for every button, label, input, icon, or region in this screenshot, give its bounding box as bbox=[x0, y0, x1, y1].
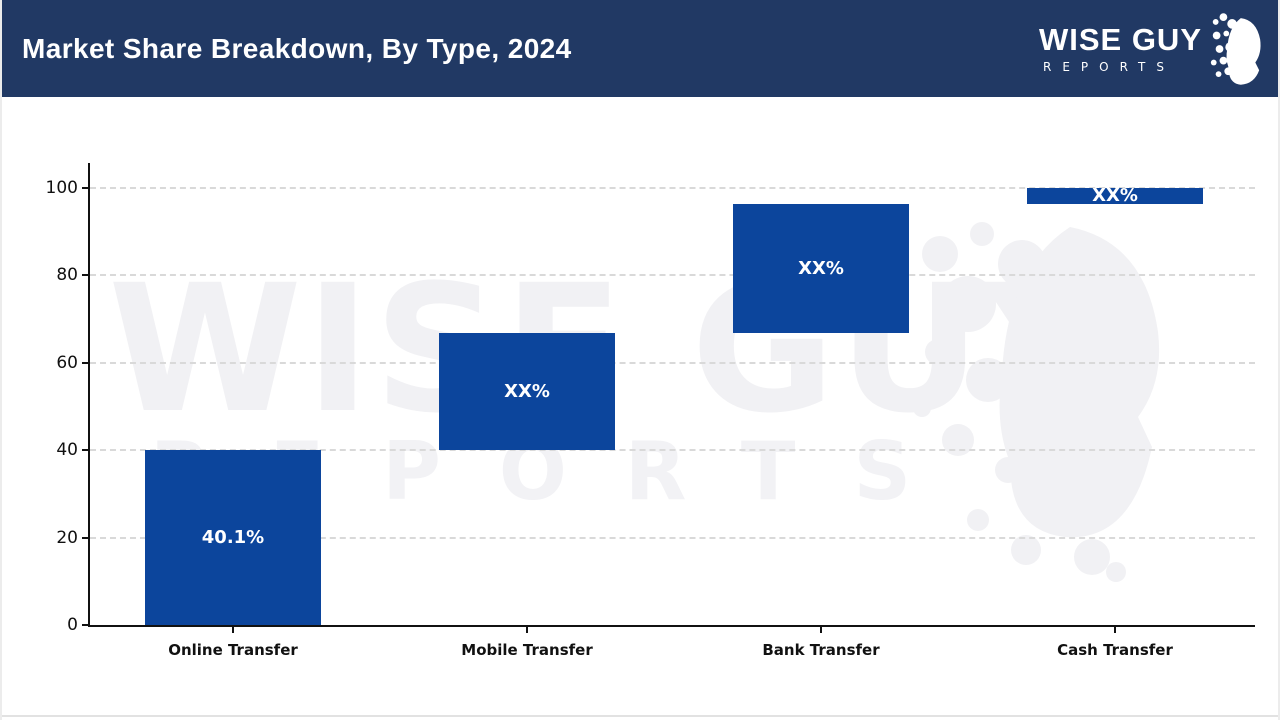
x-label-online-transfer: Online Transfer bbox=[168, 641, 298, 659]
watermark-head-icon bbox=[913, 222, 1160, 582]
y-tick-label-40: 40 bbox=[56, 440, 78, 460]
gridline-y-100 bbox=[90, 186, 1255, 189]
y-tick-label-100: 100 bbox=[45, 177, 78, 198]
x-tick-mark-online-transfer bbox=[232, 625, 234, 633]
y-tick-label-80: 80 bbox=[56, 265, 78, 285]
y-tick-label-60: 60 bbox=[56, 352, 78, 373]
y-tick-mark-80 bbox=[82, 274, 90, 276]
header-bar: Market Share Breakdown, By Type, 2024 WI… bbox=[2, 0, 1278, 97]
y-tick-mark-40 bbox=[82, 449, 90, 451]
y-tick-label-0: 0 bbox=[67, 615, 78, 635]
logo-subtitle: REPORTS bbox=[1042, 59, 1175, 74]
gridline-y-60 bbox=[90, 361, 1255, 364]
y-tick-mark-20 bbox=[82, 536, 90, 539]
bar-cash-transfer: XX% bbox=[1027, 187, 1203, 205]
y-tick-label-20: 20 bbox=[56, 527, 78, 548]
bar-bank-transfer: XX% bbox=[733, 204, 909, 334]
bar-mobile-transfer: XX% bbox=[439, 333, 615, 450]
chart-title: Market Share Breakdown, By Type, 2024 bbox=[22, 32, 572, 64]
gridline-y-20 bbox=[90, 536, 1255, 539]
logo-wordmark: WISE GUY bbox=[1038, 21, 1202, 57]
x-tick-mark-bank-transfer bbox=[820, 625, 822, 633]
x-axis-line bbox=[88, 625, 1255, 627]
y-tick-mark-0 bbox=[82, 624, 90, 626]
x-label-cash-transfer: Cash Transfer bbox=[1057, 641, 1173, 659]
wiseguy-head-icon bbox=[1210, 12, 1261, 85]
x-tick-mark-cash-transfer bbox=[1114, 625, 1116, 633]
x-label-bank-transfer: Bank Transfer bbox=[762, 641, 880, 659]
figure-bottom-border bbox=[2, 715, 1278, 717]
bar-online-transfer: 40.1% bbox=[145, 449, 321, 625]
bar-value-label-online-transfer: 40.1% bbox=[201, 526, 265, 548]
gridline-y-40 bbox=[90, 449, 1255, 451]
x-label-mobile-transfer: Mobile Transfer bbox=[461, 641, 593, 659]
bar-value-label-cash-transfer: XX% bbox=[1092, 187, 1138, 205]
bar-value-label-bank-transfer: XX% bbox=[798, 258, 844, 280]
y-tick-mark-60 bbox=[82, 361, 90, 364]
y-tick-mark-100 bbox=[82, 186, 90, 189]
bar-value-label-mobile-transfer: XX% bbox=[504, 380, 550, 402]
y-axis-line bbox=[88, 163, 90, 627]
wiseguy-logo: WISE GUY REPORTS bbox=[1039, 10, 1264, 88]
logo-text: WISE GUY REPORTS bbox=[1039, 24, 1202, 74]
gridline-y-80 bbox=[90, 274, 1255, 276]
x-tick-mark-mobile-transfer bbox=[526, 625, 528, 633]
